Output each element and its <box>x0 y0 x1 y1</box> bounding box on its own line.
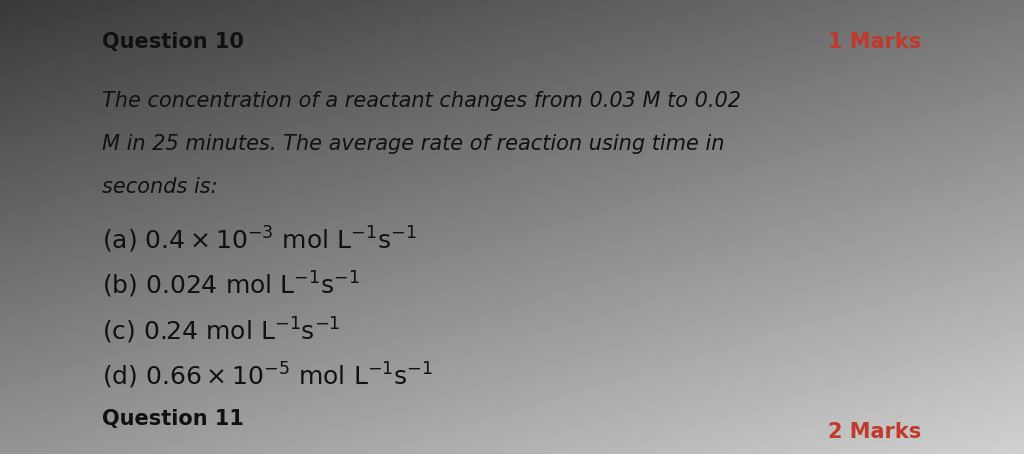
Text: Question 11: Question 11 <box>102 409 245 429</box>
Text: M in 25 minutes. The average rate of reaction using time in: M in 25 minutes. The average rate of rea… <box>102 134 725 154</box>
Text: (b) $0.024\ \mathrm{mol\ L^{-1}s^{-1}}$: (b) $0.024\ \mathrm{mol\ L^{-1}s^{-1}}$ <box>102 270 360 301</box>
Text: (a) $0.4 \times 10^{-3}\ \mathrm{mol\ L^{-1}s^{-1}}$: (a) $0.4 \times 10^{-3}\ \mathrm{mol\ L^… <box>102 225 417 255</box>
Text: 1 Marks: 1 Marks <box>828 32 922 52</box>
Text: (c) $0.24\ \mathrm{mol\ L^{-1}s^{-1}}$: (c) $0.24\ \mathrm{mol\ L^{-1}s^{-1}}$ <box>102 316 341 346</box>
Text: seconds is:: seconds is: <box>102 177 218 197</box>
Text: 2 Marks: 2 Marks <box>828 422 922 442</box>
Text: The concentration of a reactant changes from 0.03 M to 0.02: The concentration of a reactant changes … <box>102 91 741 111</box>
Text: (d) $0.66 \times 10^{-5}\ \mathrm{mol\ L^{-1}s^{-1}}$: (d) $0.66 \times 10^{-5}\ \mathrm{mol\ L… <box>102 361 433 391</box>
Text: Question 10: Question 10 <box>102 32 245 52</box>
